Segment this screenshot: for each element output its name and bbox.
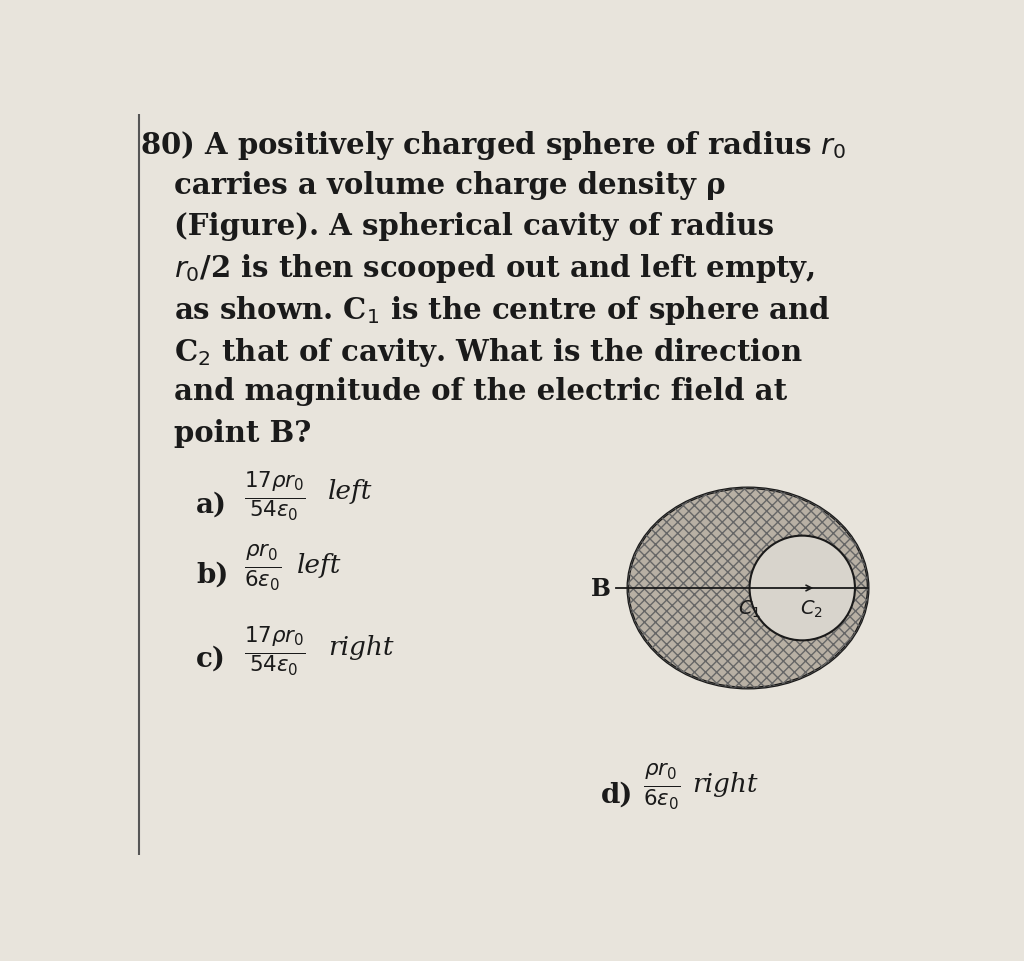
Circle shape [750,536,855,641]
Text: $\frac{17\rho r_0}{54\varepsilon_0}$: $\frac{17\rho r_0}{54\varepsilon_0}$ [245,469,306,523]
Text: 80) A positively charged sphere of radius $r_0$: 80) A positively charged sphere of radiu… [139,129,846,162]
Text: point B?: point B? [174,418,311,448]
Text: and magnitude of the electric field at: and magnitude of the electric field at [174,377,787,406]
Ellipse shape [628,488,868,688]
Text: as shown. C$_1$ is the centre of sphere and: as shown. C$_1$ is the centre of sphere … [174,294,831,327]
Text: right: right [692,772,758,797]
Text: $\frac{\rho r_0}{6\varepsilon_0}$: $\frac{\rho r_0}{6\varepsilon_0}$ [643,761,681,811]
Text: b): b) [197,561,228,588]
Text: left: left [328,479,373,504]
Text: c): c) [197,645,226,672]
Text: C$_2$ that of cavity. What is the direction: C$_2$ that of cavity. What is the direct… [174,335,803,368]
Text: left: left [297,553,341,578]
Text: right: right [328,634,393,659]
Text: carries a volume charge density ρ: carries a volume charge density ρ [174,171,726,200]
Text: $\frac{\rho r_0}{6\varepsilon_0}$: $\frac{\rho r_0}{6\varepsilon_0}$ [245,542,282,592]
Text: d): d) [601,780,633,807]
Text: $C_1$: $C_1$ [738,598,761,619]
Text: a): a) [197,491,227,518]
Text: $C_2$: $C_2$ [800,598,823,619]
Text: (Figure). A spherical cavity of radius: (Figure). A spherical cavity of radius [174,212,774,241]
Text: B: B [591,577,611,601]
Text: $\frac{17\rho r_0}{54\varepsilon_0}$: $\frac{17\rho r_0}{54\varepsilon_0}$ [245,625,306,678]
Text: $r_0$/2 is then scooped out and left empty,: $r_0$/2 is then scooped out and left emp… [174,252,815,285]
